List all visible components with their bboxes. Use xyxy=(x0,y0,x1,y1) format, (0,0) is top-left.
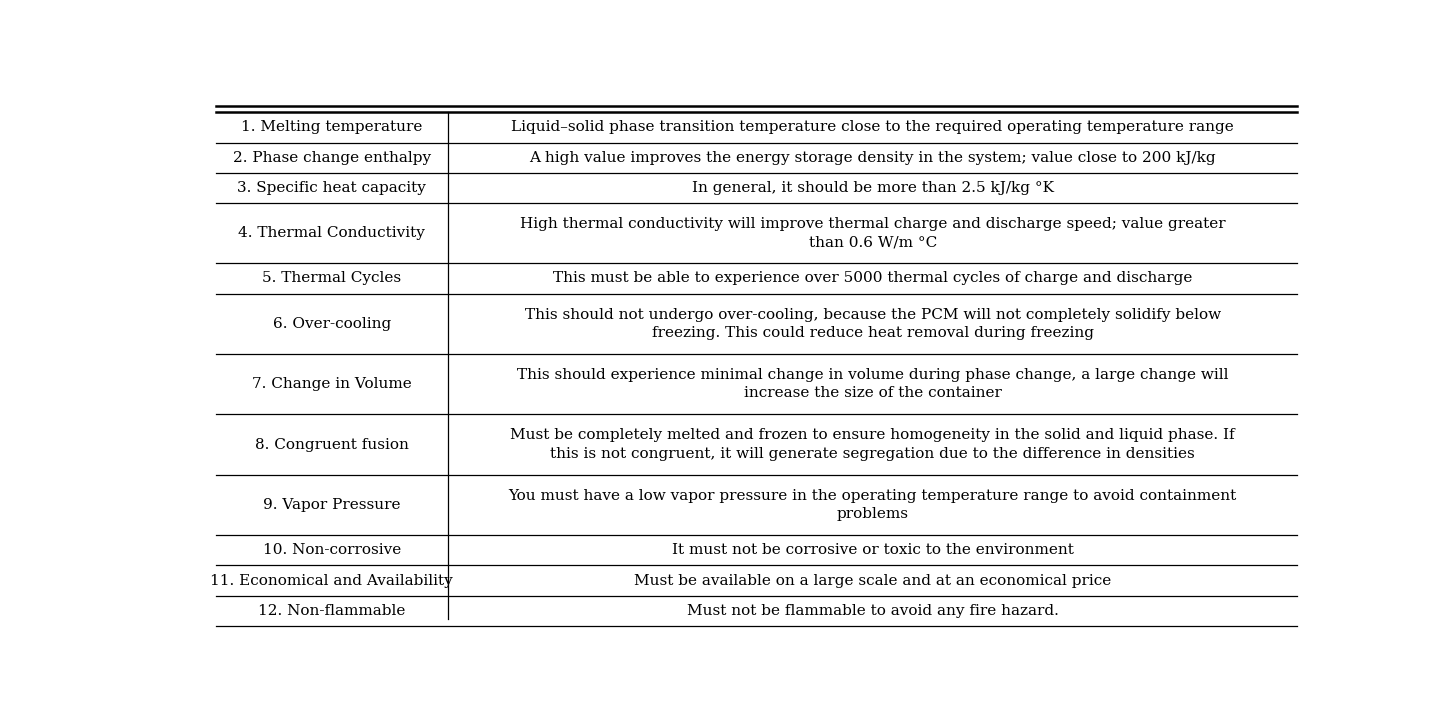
Text: Must be available on a large scale and at an economical price: Must be available on a large scale and a… xyxy=(634,574,1111,588)
Text: 2. Phase change enthalpy: 2. Phase change enthalpy xyxy=(233,151,430,165)
Text: This should not undergo over-cooling, because the PCM will not completely solidi: This should not undergo over-cooling, be… xyxy=(525,307,1221,340)
Text: 9. Vapor Pressure: 9. Vapor Pressure xyxy=(263,498,401,512)
Text: 5. Thermal Cycles: 5. Thermal Cycles xyxy=(262,272,401,286)
Text: 4. Thermal Conductivity: 4. Thermal Conductivity xyxy=(238,226,425,240)
Text: Liquid–solid phase transition temperature close to the required operating temper: Liquid–solid phase transition temperatur… xyxy=(512,121,1234,135)
Text: High thermal conductivity will improve thermal charge and discharge speed; value: High thermal conductivity will improve t… xyxy=(521,217,1226,249)
Text: This must be able to experience over 5000 thermal cycles of charge and discharge: This must be able to experience over 500… xyxy=(553,272,1192,286)
Text: A high value improves the energy storage density in the system; value close to 2: A high value improves the energy storage… xyxy=(529,151,1216,165)
Text: This should experience minimal change in volume during phase change, a large cha: This should experience minimal change in… xyxy=(518,368,1229,400)
Text: You must have a low vapor pressure in the operating temperature range to avoid c: You must have a low vapor pressure in th… xyxy=(509,489,1237,521)
Text: 11. Economical and Availability: 11. Economical and Availability xyxy=(211,574,454,588)
Text: Must be completely melted and frozen to ensure homogeneity in the solid and liqu: Must be completely melted and frozen to … xyxy=(510,428,1234,461)
Text: In general, it should be more than 2.5 kJ/kg °K: In general, it should be more than 2.5 k… xyxy=(692,181,1054,195)
Text: 6. Over-cooling: 6. Over-cooling xyxy=(273,317,391,331)
Text: 8. Congruent fusion: 8. Congruent fusion xyxy=(254,437,409,451)
Text: It must not be corrosive or toxic to the environment: It must not be corrosive or toxic to the… xyxy=(672,543,1073,557)
Text: 1. Melting temperature: 1. Melting temperature xyxy=(241,121,423,135)
Text: 10. Non-corrosive: 10. Non-corrosive xyxy=(263,543,401,557)
Text: 7. Change in Volume: 7. Change in Volume xyxy=(252,377,411,391)
Text: Must not be flammable to avoid any fire hazard.: Must not be flammable to avoid any fire … xyxy=(686,604,1059,618)
Text: 3. Specific heat capacity: 3. Specific heat capacity xyxy=(237,181,426,195)
Text: 12. Non-flammable: 12. Non-flammable xyxy=(259,604,406,618)
